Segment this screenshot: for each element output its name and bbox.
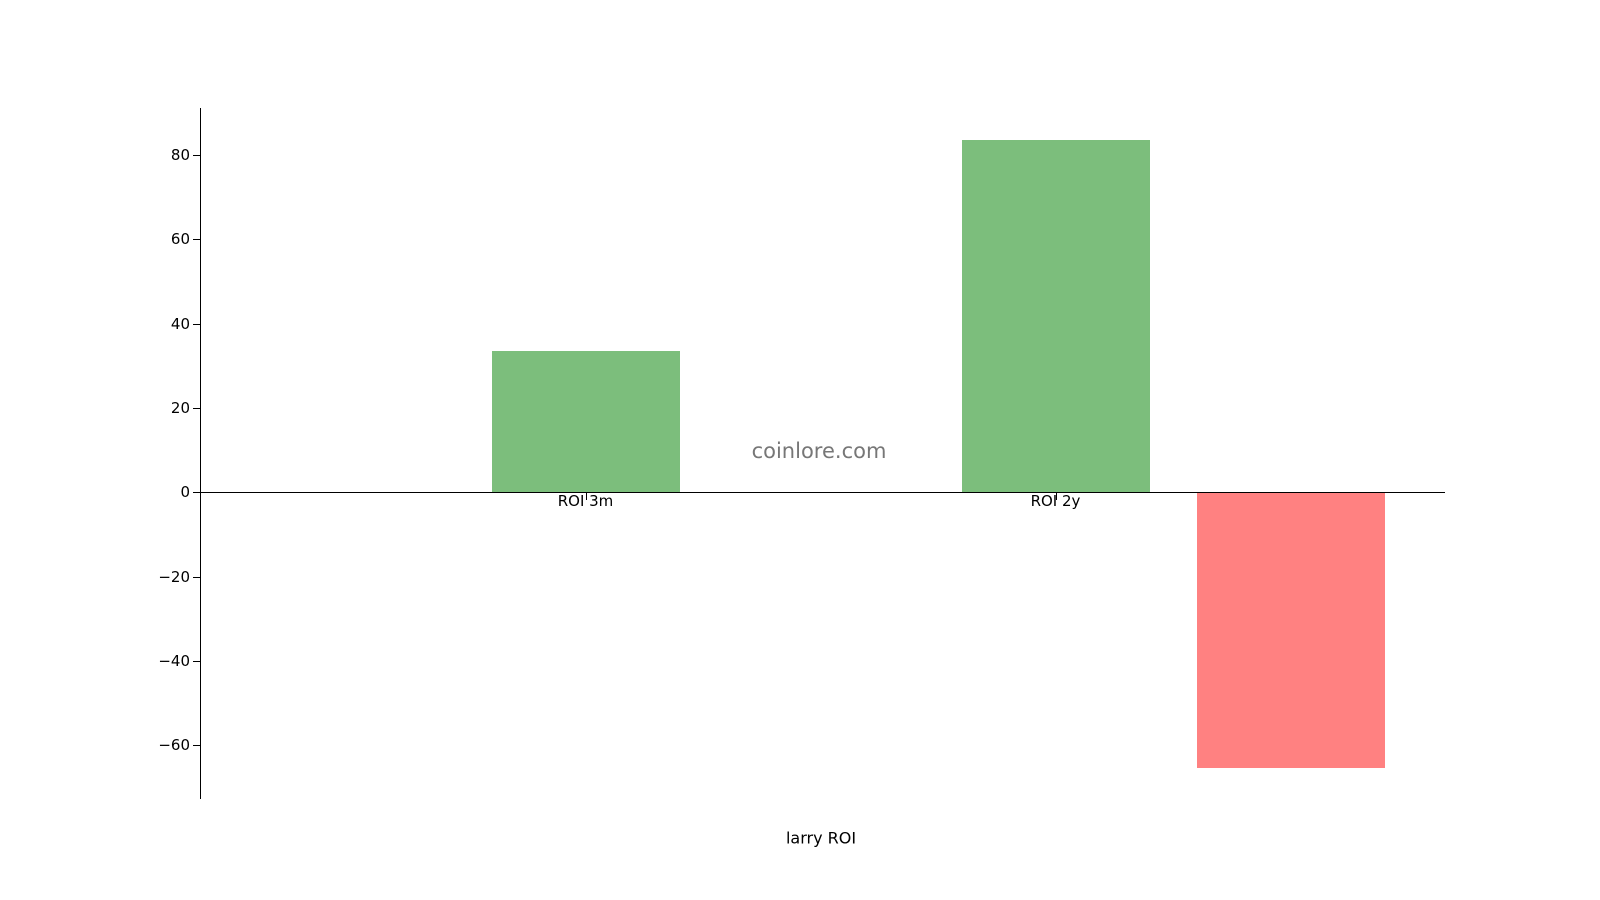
roi-bar [1196,492,1385,769]
y-tick-label: 20 [170,399,190,417]
y-tick-mark [193,577,200,578]
y-axis-line [200,108,201,799]
y-tick-mark [193,155,200,156]
roi-bar [961,140,1150,493]
y-tick-label: 40 [170,315,190,333]
y-tick-mark [193,324,200,325]
y-tick-mark [193,408,200,409]
y-tick-mark [193,239,200,240]
y-tick-label: 60 [170,230,190,248]
x-tick-mark [585,493,587,500]
y-tick-label: −20 [158,568,190,586]
y-tick-mark [193,745,200,746]
x-tick-label: ROI 2y [1030,492,1081,510]
x-axis-title: larry ROI [785,828,857,848]
y-tick-label: 0 [180,483,190,501]
x-axis-zero-line [200,492,1445,493]
roi-bar [491,350,680,493]
x-tick-mark [1055,493,1057,500]
y-tick-label: −60 [158,736,190,754]
watermark-text: coinlore.com [751,439,887,463]
x-tick-label: ROI 3m [557,492,614,510]
y-tick-mark [193,661,200,662]
y-tick-label: −40 [158,652,190,670]
y-tick-mark [193,492,200,493]
y-tick-label: 80 [170,146,190,164]
